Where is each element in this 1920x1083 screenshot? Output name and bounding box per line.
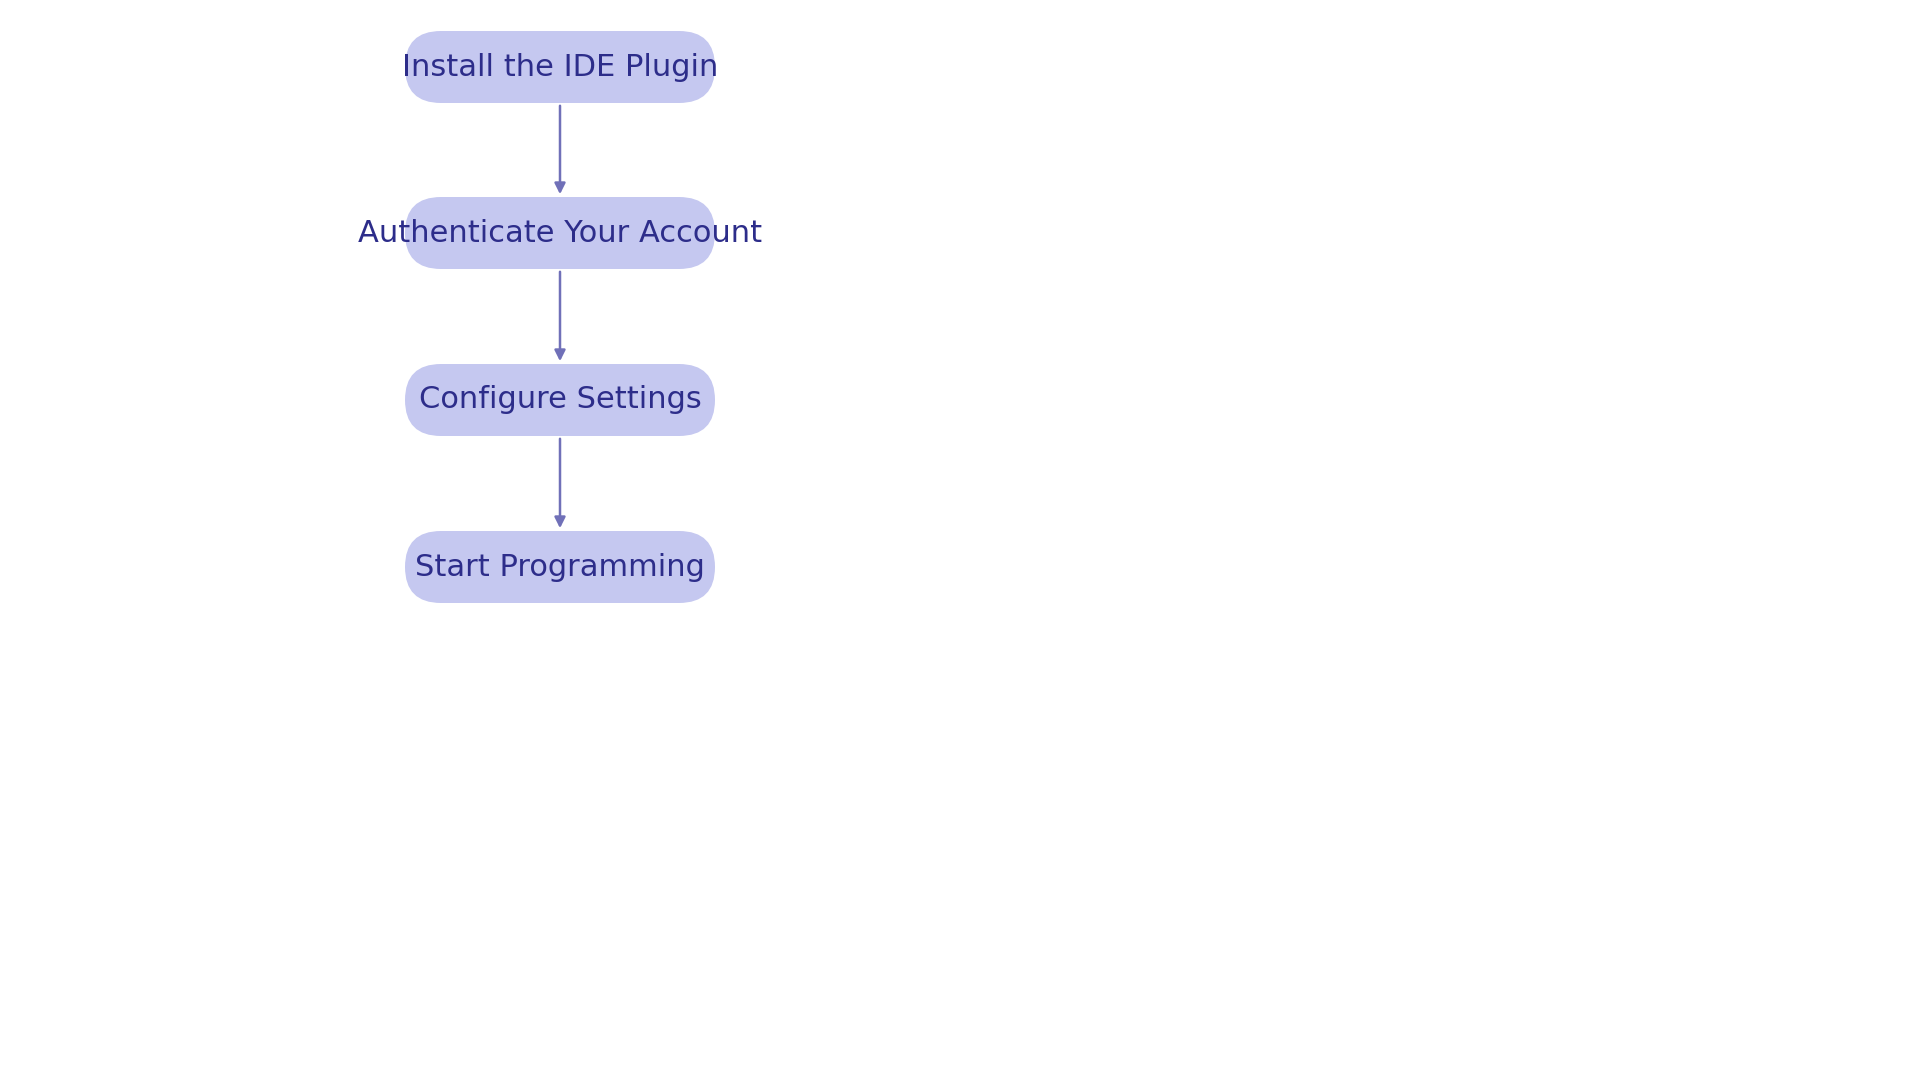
Text: Authenticate Your Account: Authenticate Your Account xyxy=(357,219,762,248)
FancyBboxPatch shape xyxy=(405,364,714,436)
FancyBboxPatch shape xyxy=(405,531,714,603)
Text: Start Programming: Start Programming xyxy=(415,552,705,582)
FancyBboxPatch shape xyxy=(405,31,714,103)
FancyBboxPatch shape xyxy=(405,197,714,269)
Text: Install the IDE Plugin: Install the IDE Plugin xyxy=(401,52,718,81)
Text: Configure Settings: Configure Settings xyxy=(419,386,701,415)
